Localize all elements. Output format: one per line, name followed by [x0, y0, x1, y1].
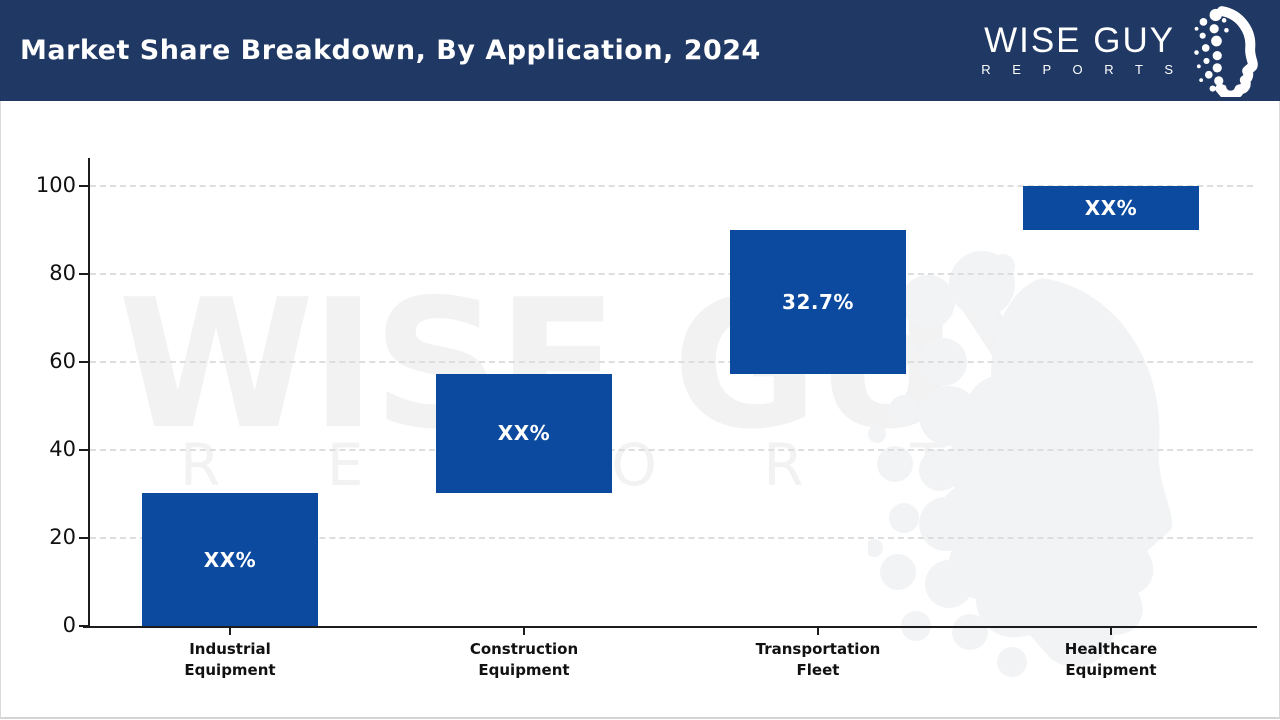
- y-tick-label: 20: [49, 525, 76, 549]
- y-tick-mark: [79, 449, 88, 451]
- y-axis: [88, 158, 90, 628]
- chart-title: Market Share Breakdown, By Application, …: [20, 35, 761, 66]
- x-axis-label: Construction Equipment: [469, 640, 579, 679]
- gridline: [90, 273, 1253, 275]
- y-tick-label: 60: [49, 349, 76, 373]
- wise-guy-logo: WISE GUY R E P O R T S: [977, 0, 1266, 101]
- x-axis-label: Healthcare Equipment: [1064, 640, 1158, 679]
- x-tick-mark: [1110, 628, 1112, 635]
- bar-value-label: XX%: [203, 547, 257, 572]
- logo-primary-text: WISE GUY: [984, 21, 1176, 60]
- waterfall-bar: XX%: [436, 373, 612, 494]
- header-band: Market Share Breakdown, By Application, …: [0, 0, 1280, 101]
- bar-value-label: XX%: [497, 421, 551, 446]
- waterfall-bar: 32.7%: [730, 230, 906, 374]
- x-axis-label: Industrial Equipment: [184, 640, 276, 679]
- watermark-layer: WISE GUY R E P O R T S: [0, 101, 1280, 720]
- waterfall-bar: XX%: [1023, 186, 1199, 230]
- y-tick-label: 80: [49, 261, 76, 285]
- y-tick-label: 40: [49, 437, 76, 461]
- gridline: [90, 361, 1253, 363]
- logo-secondary-text: R E P O R T S: [981, 62, 1182, 77]
- y-tick-mark: [79, 537, 88, 539]
- gridline: [90, 537, 1253, 539]
- y-tick-mark: [79, 273, 88, 275]
- y-tick-mark: [79, 625, 88, 627]
- y-tick-mark: [79, 185, 88, 187]
- y-tick-label: 100: [35, 173, 76, 197]
- watermark-head-icon: [868, 251, 1173, 677]
- gridline: [90, 449, 1253, 451]
- logo-wordmark: WISE GUY R E P O R T S: [977, 23, 1182, 78]
- x-axis-label: Transportation Fleet: [755, 640, 881, 679]
- bar-value-label: XX%: [1084, 196, 1138, 220]
- y-tick-label: 0: [62, 613, 76, 637]
- y-tick-mark: [79, 361, 88, 363]
- x-tick-mark: [229, 628, 231, 635]
- bar-value-label: 32.7%: [782, 289, 854, 314]
- x-axis: [83, 626, 1257, 628]
- x-tick-mark: [523, 628, 525, 635]
- dotted-head-icon: [1194, 5, 1258, 97]
- x-tick-mark: [817, 628, 819, 635]
- waterfall-bar: XX%: [142, 493, 318, 626]
- gridline: [90, 185, 1253, 187]
